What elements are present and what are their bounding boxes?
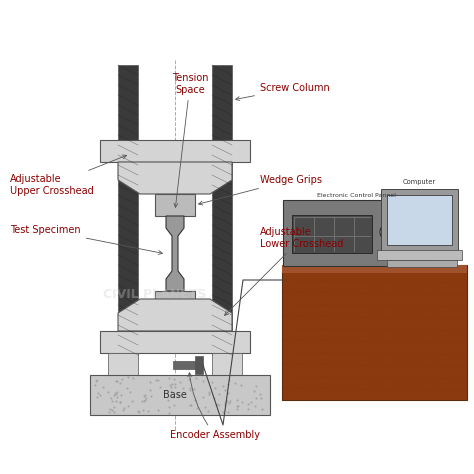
Text: Base: Base: [163, 390, 187, 400]
Text: Adjustable
Lower Crosshead: Adjustable Lower Crosshead: [225, 227, 343, 315]
FancyBboxPatch shape: [377, 250, 462, 260]
Text: Test Specimen: Test Specimen: [10, 225, 163, 255]
FancyBboxPatch shape: [195, 356, 203, 374]
FancyBboxPatch shape: [292, 215, 372, 253]
Circle shape: [400, 223, 418, 241]
Text: Adjustable
Upper Crosshead: Adjustable Upper Crosshead: [10, 155, 127, 196]
FancyBboxPatch shape: [100, 140, 250, 162]
Text: Computer: Computer: [402, 179, 436, 185]
FancyBboxPatch shape: [387, 195, 452, 245]
FancyBboxPatch shape: [108, 353, 138, 375]
Text: Wedge Grips: Wedge Grips: [199, 175, 322, 205]
FancyBboxPatch shape: [282, 265, 467, 400]
FancyBboxPatch shape: [118, 65, 138, 355]
FancyBboxPatch shape: [173, 361, 201, 369]
FancyBboxPatch shape: [381, 189, 458, 251]
Text: Encoder Assembly: Encoder Assembly: [170, 373, 260, 440]
FancyBboxPatch shape: [282, 265, 467, 273]
FancyBboxPatch shape: [90, 375, 270, 415]
FancyBboxPatch shape: [212, 65, 232, 355]
Polygon shape: [118, 162, 232, 194]
Text: Screw Column: Screw Column: [236, 83, 330, 100]
Text: Tension
Space: Tension Space: [172, 73, 208, 207]
FancyBboxPatch shape: [100, 331, 250, 353]
FancyBboxPatch shape: [155, 194, 195, 216]
Polygon shape: [166, 216, 184, 291]
FancyBboxPatch shape: [387, 260, 457, 267]
FancyBboxPatch shape: [283, 200, 429, 265]
FancyBboxPatch shape: [155, 291, 195, 313]
Circle shape: [380, 223, 398, 241]
Text: CIVIL PLANETS: CIVIL PLANETS: [103, 289, 207, 301]
FancyBboxPatch shape: [212, 353, 242, 375]
Polygon shape: [118, 299, 232, 331]
Text: Electronic Control Pannel: Electronic Control Pannel: [317, 193, 395, 198]
